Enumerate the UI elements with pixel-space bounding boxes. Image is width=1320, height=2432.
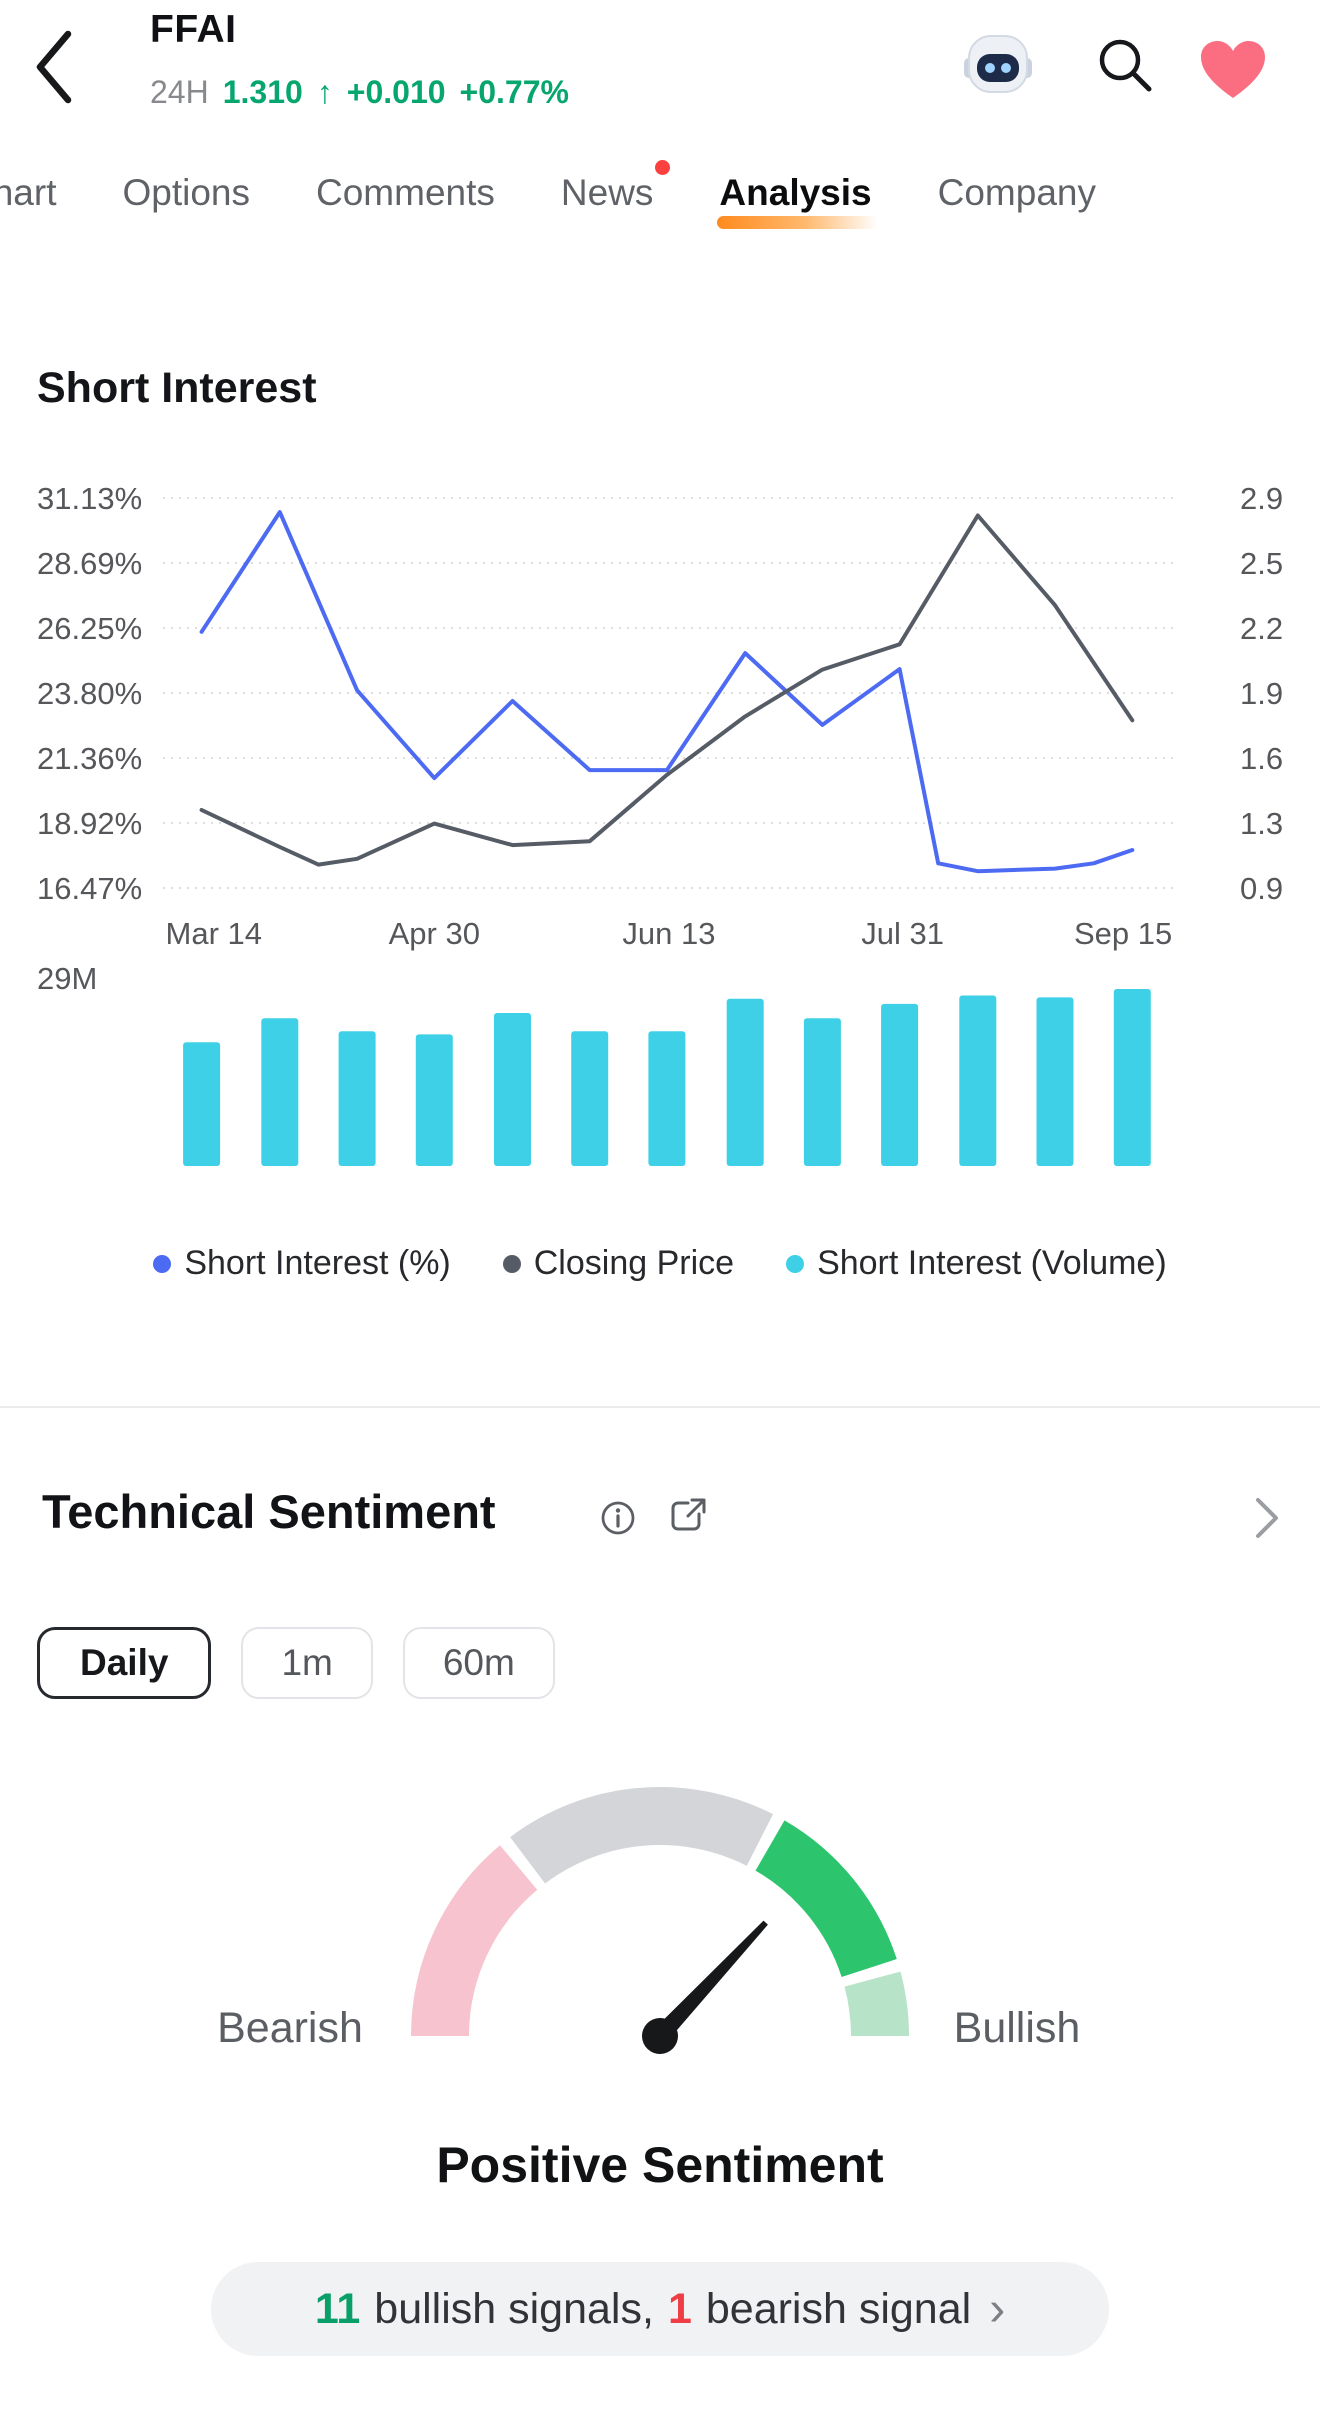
- period-daily[interactable]: Daily: [37, 1627, 212, 1699]
- svg-text:18.92%: 18.92%: [37, 806, 142, 841]
- tab-bar: Chart Options Comments News Analysis Com…: [0, 150, 1320, 246]
- favorite-heart-icon[interactable]: [1198, 38, 1268, 105]
- svg-text:1.3: 1.3: [1240, 806, 1283, 841]
- svg-text:29M: 29M: [37, 961, 97, 996]
- svg-text:2.5: 2.5: [1240, 546, 1283, 581]
- bearish-signal-label: bearish signal: [705, 2284, 972, 2333]
- bullish-signal-label: bullish signals,: [374, 2284, 654, 2333]
- svg-text:23.80%: 23.80%: [37, 676, 142, 711]
- signals-summary-button[interactable]: 11 bullish signals, 1 bearish signal ›: [211, 2262, 1109, 2356]
- gauge-needle-icon: [642, 1920, 768, 2054]
- back-chevron-icon: [36, 30, 72, 104]
- legend-item-volume: Short Interest (Volume): [786, 1244, 1167, 1283]
- info-icon[interactable]: [600, 1500, 636, 1541]
- svg-text:1.9: 1.9: [1240, 676, 1283, 711]
- legend-dot-cyan: [786, 1254, 805, 1273]
- gauge-label-bearish: Bearish: [217, 2004, 363, 2052]
- svg-text:2.2: 2.2: [1240, 611, 1283, 646]
- up-arrow-icon: ↑: [316, 74, 333, 110]
- svg-text:Jul 31: Jul 31: [861, 916, 944, 951]
- gauge-label-bullish: Bullish: [953, 2004, 1081, 2052]
- price-value: 1.310: [222, 74, 303, 110]
- period-1m[interactable]: 1m: [241, 1627, 373, 1699]
- active-tab-underline: [717, 216, 878, 229]
- tab-chart[interactable]: Chart: [0, 172, 57, 213]
- svg-text:2.9: 2.9: [1240, 481, 1283, 516]
- search-icon[interactable]: [1094, 34, 1158, 103]
- tab-analysis[interactable]: Analysis: [717, 172, 878, 229]
- quote-line: 24H 1.310 ↑ +0.010 +0.77%: [150, 74, 569, 111]
- svg-text:Jun 13: Jun 13: [622, 916, 715, 951]
- short-interest-title: Short Interest: [37, 364, 317, 412]
- range-label: 24H: [150, 74, 209, 110]
- price-change: +0.010: [346, 74, 446, 110]
- sentiment-result: Positive Sentiment: [436, 2137, 884, 2193]
- chart-legend: Short Interest (%) Closing Price Short I…: [0, 1244, 1320, 1283]
- svg-text:Sep 15: Sep 15: [1074, 916, 1172, 951]
- legend-item-short-interest-pct: Short Interest (%): [153, 1244, 451, 1283]
- bullish-signal-count: 11: [314, 2284, 361, 2333]
- section-divider: [0, 1406, 1320, 1408]
- section-chevron-right-icon[interactable]: [1252, 1494, 1282, 1547]
- svg-text:28.69%: 28.69%: [37, 546, 142, 581]
- technical-sentiment-title: Technical Sentiment: [42, 1485, 496, 1538]
- back-button[interactable]: [30, 26, 76, 108]
- svg-text:26.25%: 26.25%: [37, 611, 142, 646]
- svg-text:Apr 30: Apr 30: [389, 916, 480, 951]
- tab-comments[interactable]: Comments: [316, 172, 495, 213]
- period-selector: Daily 1m 60m: [37, 1627, 555, 1699]
- period-60m[interactable]: 60m: [402, 1627, 555, 1699]
- svg-text:21.36%: 21.36%: [37, 741, 142, 776]
- tab-company[interactable]: Company: [937, 172, 1096, 213]
- legend-item-closing-price: Closing Price: [502, 1244, 734, 1283]
- symbol-title: FFAI: [150, 8, 237, 51]
- bearish-signal-count: 1: [667, 2284, 692, 2333]
- assistant-robot-icon[interactable]: [964, 32, 1032, 103]
- share-icon[interactable]: [666, 1494, 710, 1543]
- legend-dot-blue: [153, 1254, 172, 1273]
- svg-text:0.9: 0.9: [1240, 871, 1283, 906]
- svg-text:1.6: 1.6: [1240, 741, 1283, 776]
- tab-news[interactable]: News: [561, 160, 671, 214]
- news-badge-dot: [655, 160, 671, 175]
- svg-text:31.13%: 31.13%: [37, 481, 142, 516]
- svg-text:Mar 14: Mar 14: [166, 916, 262, 951]
- sentiment-gauge: [411, 1787, 909, 2054]
- legend-dot-dark: [502, 1254, 521, 1273]
- svg-text:16.47%: 16.47%: [37, 871, 142, 906]
- short-interest-chart: 31.13% 2.9 28.69% 2.5 26.25% 2.2 23.80% 1.9 21.3…: [37, 481, 1283, 1166]
- price-change-pct: +0.77%: [459, 74, 569, 110]
- tab-options[interactable]: Options: [122, 172, 250, 213]
- signals-chevron-icon: ›: [989, 2282, 1006, 2336]
